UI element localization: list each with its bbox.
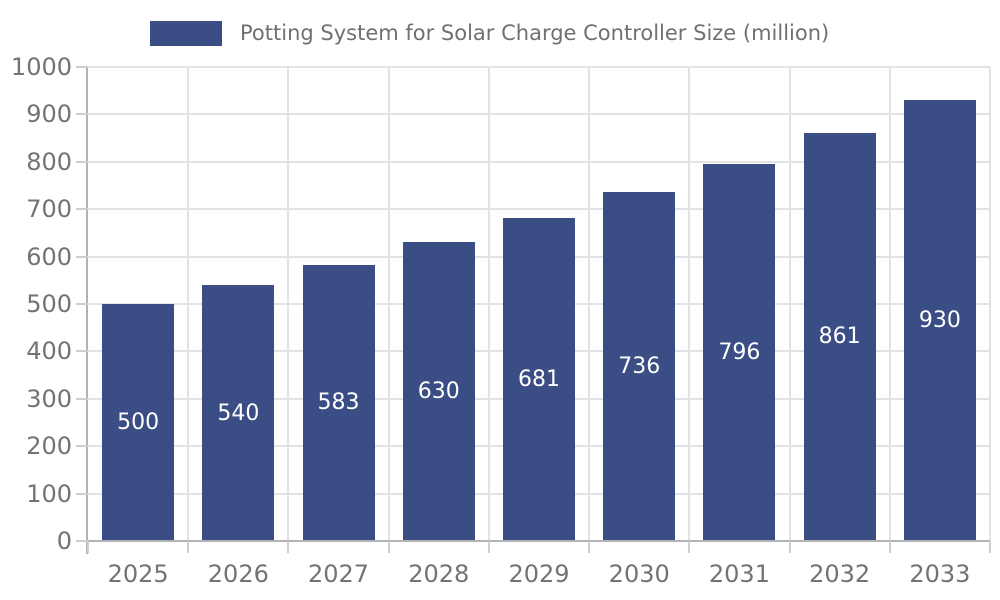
gridline-horizontal <box>88 160 990 163</box>
x-tick-mark <box>588 541 591 553</box>
bar-value-label: 540 <box>217 400 260 426</box>
y-tick-mark <box>76 303 88 305</box>
bar-value-label: 630 <box>417 379 460 405</box>
gridline-vertical <box>788 67 791 541</box>
bar-2032: 861 <box>803 132 876 541</box>
bar-2031: 796 <box>703 163 776 541</box>
x-tick-mark <box>989 541 991 553</box>
gridline-horizontal <box>88 66 990 68</box>
x-tick-mark <box>688 541 691 553</box>
bar-2027: 583 <box>302 264 375 541</box>
x-tick-label: 2029 <box>508 560 570 588</box>
x-tick-label: 2030 <box>608 560 670 588</box>
bar-value-label: 583 <box>317 390 360 416</box>
bar-2030: 736 <box>603 192 676 541</box>
gridline-vertical <box>387 67 390 541</box>
x-tick-label: 2027 <box>308 560 370 588</box>
bar-2029: 681 <box>503 218 575 541</box>
gridline-vertical <box>588 67 591 541</box>
y-tick-label: 100 <box>26 479 72 508</box>
bar-value-label: 736 <box>618 354 661 380</box>
bar-value-label: 500 <box>117 410 160 435</box>
bar-2025: 500 <box>102 304 175 541</box>
gridline-vertical <box>688 67 691 541</box>
x-tick-label: 2028 <box>408 560 470 588</box>
y-tick-label: 600 <box>26 242 72 271</box>
bar-value-label: 796 <box>718 339 761 365</box>
x-tick-mark <box>387 541 390 553</box>
x-tick-mark <box>788 541 791 553</box>
y-tick-mark <box>76 66 88 68</box>
y-tick-label: 0 <box>56 527 72 555</box>
y-tick-label: 800 <box>26 147 72 176</box>
y-tick-label: 700 <box>26 195 72 224</box>
x-tick-label: 2025 <box>107 560 169 588</box>
x-tick-mark <box>87 541 89 553</box>
y-tick-mark <box>76 350 88 353</box>
gridline-vertical <box>187 67 190 541</box>
x-tick-mark <box>487 541 490 553</box>
x-tick-mark <box>287 541 290 553</box>
x-axis-line <box>88 540 990 542</box>
x-tick-label: 2032 <box>809 560 871 588</box>
y-tick-mark <box>76 113 88 116</box>
legend-label: Potting System for Solar Charge Controll… <box>240 21 830 45</box>
y-tick-label: 900 <box>26 100 72 129</box>
bar-value-label: 930 <box>918 308 961 334</box>
y-tick-mark <box>76 492 88 495</box>
y-tick-mark <box>76 445 88 448</box>
y-axis-line <box>86 67 88 554</box>
gridline-vertical <box>989 67 991 541</box>
y-tick-label: 400 <box>26 337 72 366</box>
y-tick-label: 1000 <box>10 53 72 81</box>
gridline-vertical <box>487 67 490 541</box>
x-tick-label: 2033 <box>909 560 971 588</box>
y-tick-mark <box>76 208 88 211</box>
plot-area: 500 540 583 630 681 736 796 861 930 <box>88 66 991 541</box>
legend-item[interactable]: Potting System for Solar Charge Controll… <box>150 20 830 46</box>
x-tick-label: 2031 <box>708 560 770 588</box>
bar-value-label: 681 <box>518 367 560 393</box>
legend-swatch <box>150 20 222 46</box>
gridline-horizontal <box>88 113 990 116</box>
y-tick-mark <box>76 540 88 542</box>
bar-value-label: 861 <box>818 324 861 350</box>
x-tick-mark <box>888 541 891 553</box>
x-tick-label: 2026 <box>207 560 269 588</box>
gridline-vertical <box>888 67 891 541</box>
x-tick-mark <box>187 541 190 553</box>
bar-2033: 930 <box>903 100 976 541</box>
bar-2028: 630 <box>402 242 475 541</box>
y-tick-label: 300 <box>26 384 72 413</box>
y-tick-label: 500 <box>26 290 72 318</box>
y-tick-mark <box>76 255 88 258</box>
y-tick-label: 200 <box>26 432 72 461</box>
y-tick-mark <box>76 160 88 163</box>
gridline-vertical <box>287 67 290 541</box>
gridline-horizontal <box>88 208 990 211</box>
legend: Potting System for Solar Charge Controll… <box>150 18 829 48</box>
bar-2026: 540 <box>202 285 275 541</box>
y-tick-mark <box>76 397 88 400</box>
